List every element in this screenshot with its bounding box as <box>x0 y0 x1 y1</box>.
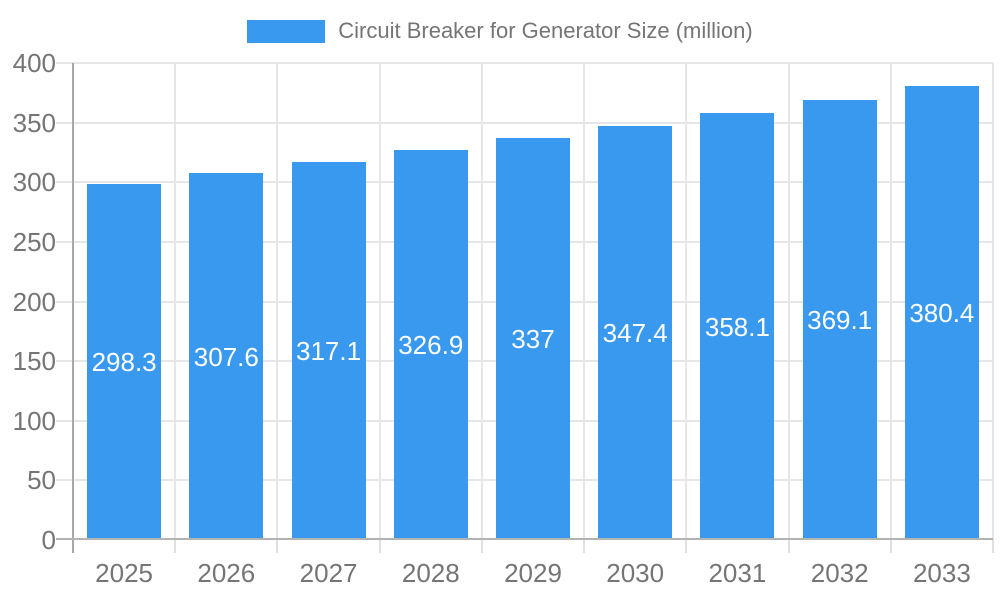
bar-value-label: 369.1 <box>807 304 873 335</box>
v-gridline <box>379 63 381 540</box>
x-axis-baseline <box>56 538 993 540</box>
x-axis-label: 2025 <box>95 558 154 588</box>
bar-value-label: 298.3 <box>91 347 157 378</box>
y-axis-label: 350 <box>12 108 56 138</box>
x-axis-label: 2033 <box>912 558 971 588</box>
bar-value-label: 337 <box>511 324 555 355</box>
x-axis-tick <box>276 540 278 553</box>
x-axis-tick <box>890 540 892 553</box>
bar[interactable] <box>87 184 162 540</box>
x-axis-tick <box>685 540 687 553</box>
bar-value-label: 307.6 <box>193 341 259 372</box>
x-axis-tick <box>788 540 790 553</box>
bar[interactable] <box>598 125 673 540</box>
bar[interactable] <box>700 113 775 540</box>
bar-value-label: 317.1 <box>296 335 362 366</box>
y-axis-label: 250 <box>12 227 56 257</box>
bar-value-label: 347.4 <box>602 317 668 348</box>
x-axis-tick <box>583 540 585 553</box>
bar[interactable] <box>189 173 264 540</box>
x-axis-tick <box>992 540 994 553</box>
x-axis-label: 2029 <box>504 558 562 588</box>
v-gridline <box>481 63 483 540</box>
bar[interactable] <box>291 161 366 540</box>
bar[interactable] <box>802 99 877 540</box>
x-axis-label: 2032 <box>810 558 869 588</box>
v-gridline <box>583 63 585 540</box>
y-axis-label: 50 <box>27 465 56 495</box>
v-gridline <box>276 63 278 540</box>
x-axis-tick <box>174 540 176 553</box>
y-axis-label: 200 <box>12 287 56 317</box>
x-axis-label: 2031 <box>708 558 767 588</box>
y-axis-label: 0 <box>41 525 56 555</box>
bar[interactable] <box>393 150 468 540</box>
bar-value-label: 380.4 <box>909 298 975 329</box>
v-gridline <box>992 63 994 540</box>
bar[interactable] <box>904 86 979 540</box>
x-axis-label: 2030 <box>606 558 665 588</box>
h-gridline <box>56 122 993 124</box>
v-gridline <box>890 63 892 540</box>
bar-value-label: 358.1 <box>704 311 770 342</box>
legend: Circuit Breaker for Generator Size (mill… <box>0 19 1000 43</box>
x-axis-tick <box>379 540 381 553</box>
y-axis-line <box>72 63 74 553</box>
legend-label: Circuit Breaker for Generator Size (mill… <box>338 18 753 43</box>
y-axis-label: 100 <box>12 406 56 436</box>
bar-value-label: 326.9 <box>398 330 464 361</box>
x-axis-label: 2028 <box>401 558 460 588</box>
bar[interactable] <box>496 138 570 540</box>
h-gridline <box>56 62 993 64</box>
v-gridline <box>174 63 176 540</box>
legend-swatch[interactable] <box>247 19 326 43</box>
y-axis-label: 150 <box>12 346 56 376</box>
x-axis-label: 2027 <box>299 558 358 588</box>
x-axis-label: 2026 <box>197 558 256 588</box>
x-axis-tick <box>481 540 483 553</box>
y-axis-label: 300 <box>12 167 56 197</box>
v-gridline <box>788 63 790 540</box>
y-axis-label: 400 <box>12 48 56 78</box>
v-gridline <box>685 63 687 540</box>
